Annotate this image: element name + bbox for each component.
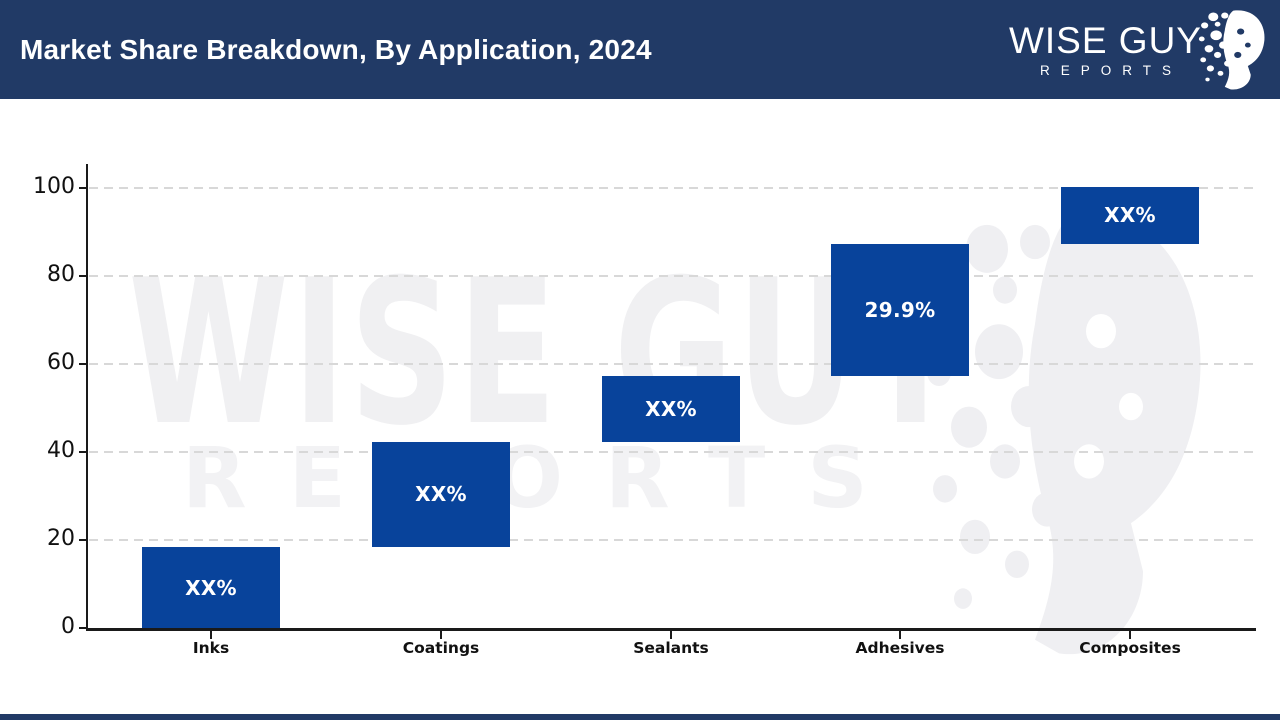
y-tick-label: 20 bbox=[47, 526, 75, 551]
gridline bbox=[89, 539, 1257, 541]
y-tick-mark bbox=[79, 451, 88, 453]
y-tick-label: 100 bbox=[33, 174, 75, 199]
x-tick-mark bbox=[670, 631, 672, 639]
logo-face-icon bbox=[1198, 10, 1265, 90]
watermark-subtitle: REPORTS bbox=[182, 429, 910, 527]
x-category-label: Sealants bbox=[633, 639, 709, 657]
x-tick-mark bbox=[440, 631, 442, 639]
header-band: Market Share Breakdown, By Application, … bbox=[0, 0, 1280, 99]
gridline bbox=[89, 275, 1257, 277]
bar-inks: XX% bbox=[142, 547, 280, 628]
plot-area: WISE GUY REPORTS 0 20 40 60 80 100 XX% Inks XX% C… bbox=[0, 99, 1280, 714]
y-tick-label: 0 bbox=[61, 614, 75, 639]
logo-subtitle: REPORTS bbox=[1039, 62, 1182, 78]
y-tick-mark bbox=[79, 275, 88, 277]
chart-title: Market Share Breakdown, By Application, … bbox=[20, 33, 652, 65]
bar-value-label: XX% bbox=[1104, 203, 1156, 228]
wise-guy-logo: WISE GUY REPORTS bbox=[1009, 6, 1268, 94]
bar-value-label: XX% bbox=[185, 575, 237, 600]
bar-composites: XX% bbox=[1061, 186, 1199, 245]
x-category-label: Adhesives bbox=[855, 639, 945, 657]
y-tick-mark bbox=[79, 539, 88, 541]
x-category-label: Coatings bbox=[402, 639, 480, 657]
bar-value-label: 29.9% bbox=[864, 298, 936, 323]
x-tick-mark bbox=[1129, 631, 1131, 639]
bar-value-label: XX% bbox=[645, 396, 697, 421]
gridline bbox=[89, 451, 1257, 453]
bar-coatings: XX% bbox=[372, 441, 510, 548]
watermark-face-icon bbox=[927, 213, 1201, 655]
y-tick-mark bbox=[79, 363, 88, 365]
y-tick-label: 60 bbox=[47, 350, 75, 375]
bar-sealants: XX% bbox=[602, 375, 740, 442]
y-tick-label: 80 bbox=[47, 262, 75, 287]
y-tick-mark bbox=[79, 627, 88, 629]
y-axis bbox=[86, 164, 88, 630]
logo-text: WISE GUY REPORTS bbox=[1008, 20, 1202, 78]
x-tick-mark bbox=[210, 631, 212, 639]
x-category-label: Composites bbox=[1079, 639, 1181, 657]
logo-wordmark: WISE GUY bbox=[1008, 20, 1202, 62]
x-axis bbox=[86, 628, 1256, 631]
gridline bbox=[89, 187, 1257, 189]
bar-value-label: XX% bbox=[415, 482, 467, 507]
bar-adhesives: 29.9% bbox=[831, 244, 969, 376]
x-category-label: Inks bbox=[192, 639, 230, 657]
footer-band bbox=[0, 714, 1280, 720]
y-tick-mark bbox=[79, 187, 88, 189]
y-tick-label: 40 bbox=[47, 438, 75, 463]
x-tick-mark bbox=[899, 631, 901, 639]
gridline bbox=[89, 363, 1257, 365]
